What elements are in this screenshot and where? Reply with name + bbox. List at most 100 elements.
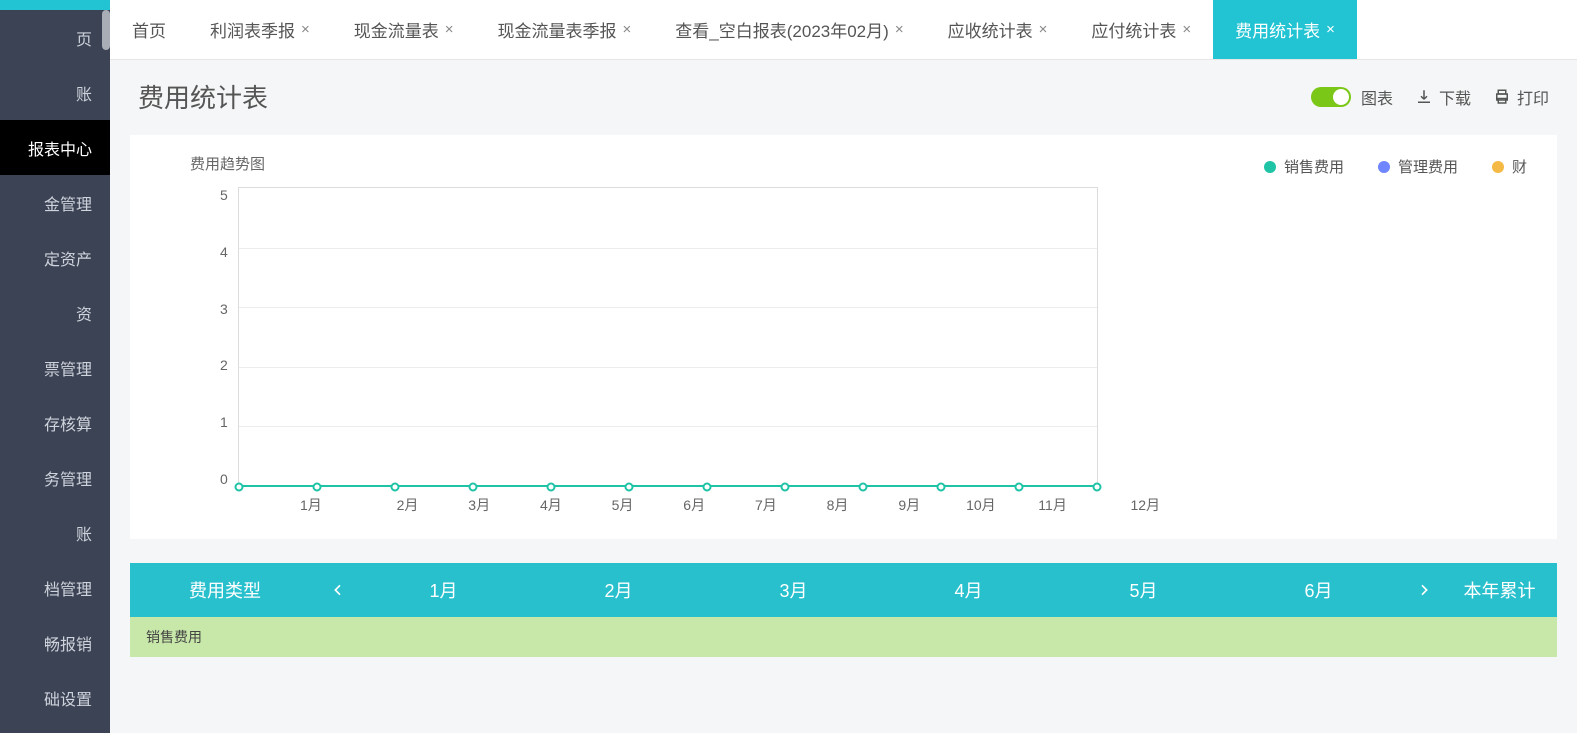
legend-item[interactable]: 管理费用 xyxy=(1378,156,1458,177)
toggle-switch-icon[interactable] xyxy=(1311,87,1351,107)
sidebar: 页账报表中心金管理定资产资票管理存核算务管理账档管理畅报销础设置 xyxy=(0,0,110,733)
sidebar-item-7[interactable]: 存核算 xyxy=(0,395,110,450)
tab-0[interactable]: 首页 xyxy=(110,0,188,59)
sidebar-scrollbar[interactable] xyxy=(102,10,110,50)
table-row[interactable]: 销售费用 xyxy=(130,617,1557,657)
col-month: 5月 xyxy=(1056,577,1231,603)
tab-4[interactable]: 查看_空白报表(2023年02月) × xyxy=(653,0,925,59)
tab-label: 现金流量表 xyxy=(354,17,439,42)
sidebar-item-12[interactable]: 础设置 xyxy=(0,670,110,725)
col-month: 2月 xyxy=(531,577,706,603)
x-tick: 9月 xyxy=(873,495,945,515)
legend-dot-icon xyxy=(1492,161,1504,173)
tab-2[interactable]: 现金流量表 × xyxy=(332,0,476,59)
data-point xyxy=(624,483,633,492)
data-point xyxy=(1092,483,1101,492)
y-tick: 4 xyxy=(220,244,228,260)
sidebar-item-10[interactable]: 档管理 xyxy=(0,560,110,615)
chart-card: 费用趋势图 销售费用管理费用财 543210 1月2月3月4月5月6月7月8月9… xyxy=(130,135,1557,539)
y-tick: 3 xyxy=(220,301,228,317)
x-tick: 8月 xyxy=(802,495,874,515)
main: 首页利润表季报×现金流量表×现金流量表季报×查看_空白报表(2023年02月)×… xyxy=(110,0,1577,733)
scroll-right-button[interactable] xyxy=(1406,582,1442,598)
data-point xyxy=(780,483,789,492)
x-tick: 5月 xyxy=(587,495,659,515)
print-icon xyxy=(1493,88,1511,106)
chart-toggle[interactable]: 图表 xyxy=(1311,85,1393,109)
close-icon[interactable]: × xyxy=(623,21,632,38)
print-button[interactable]: 打印 xyxy=(1493,85,1549,109)
y-tick: 1 xyxy=(220,414,228,430)
legend-item[interactable]: 销售费用 xyxy=(1264,156,1344,177)
sidebar-item-8[interactable]: 务管理 xyxy=(0,450,110,505)
series-line xyxy=(239,485,1097,487)
close-icon[interactable]: × xyxy=(1182,21,1191,38)
close-icon[interactable]: × xyxy=(445,21,454,38)
page-title: 费用统计表 xyxy=(138,78,268,115)
chart-x-axis: 1月2月3月4月5月6月7月8月9月10月11月12月 xyxy=(300,495,1160,515)
close-icon[interactable]: × xyxy=(1326,21,1335,38)
chart-plot xyxy=(238,187,1098,487)
chart-toggle-label: 图表 xyxy=(1361,85,1393,109)
tab-6[interactable]: 应付统计表× xyxy=(1069,0,1213,59)
download-label: 下载 xyxy=(1439,85,1471,109)
gridline xyxy=(239,248,1097,249)
month-columns: 1月2月3月4月5月6月 xyxy=(356,577,1406,603)
chevron-left-icon xyxy=(330,582,346,598)
close-icon[interactable]: × xyxy=(895,21,904,38)
sidebar-item-5[interactable]: 资 xyxy=(0,285,110,340)
col-type: 费用类型 xyxy=(130,577,320,603)
page-header: 费用统计表 图表 下载 打印 xyxy=(110,60,1577,125)
legend-label: 财 xyxy=(1512,156,1527,177)
data-point xyxy=(546,483,555,492)
x-tick: 6月 xyxy=(658,495,730,515)
tab-3[interactable]: 现金流量表季报× xyxy=(476,0,654,59)
data-point xyxy=(1014,483,1023,492)
table-header: 费用类型 1月2月3月4月5月6月 本年累计 xyxy=(130,563,1557,617)
tab-7[interactable]: 费用统计表 × xyxy=(1213,0,1357,59)
sidebar-item-0[interactable]: 页 xyxy=(0,10,110,65)
legend-label: 管理费用 xyxy=(1398,156,1458,177)
col-month: 3月 xyxy=(706,577,881,603)
sidebar-item-11[interactable]: 畅报销 xyxy=(0,615,110,670)
data-point xyxy=(468,483,477,492)
col-month: 6月 xyxy=(1231,577,1406,603)
legend-label: 销售费用 xyxy=(1284,156,1344,177)
x-tick: 7月 xyxy=(730,495,802,515)
close-icon[interactable]: × xyxy=(301,21,310,38)
chart-y-axis: 543210 xyxy=(220,187,238,487)
x-tick: 2月 xyxy=(372,495,444,515)
tab-label: 应收统计表 xyxy=(948,17,1033,42)
data-point xyxy=(234,483,243,492)
legend-dot-icon xyxy=(1264,161,1276,173)
download-icon xyxy=(1415,88,1433,106)
cell-type: 销售费用 xyxy=(130,627,320,647)
tab-label: 利润表季报 xyxy=(210,17,295,42)
tab-1[interactable]: 利润表季报 × xyxy=(188,0,332,59)
chevron-right-icon xyxy=(1416,582,1432,598)
close-icon[interactable]: × xyxy=(1039,21,1048,38)
tab-label: 费用统计表 xyxy=(1235,17,1320,42)
chart-legend: 销售费用 管理费用 财 xyxy=(150,156,1537,177)
tab-5[interactable]: 应收统计表 × xyxy=(926,0,1070,59)
data-point xyxy=(702,483,711,492)
gridline xyxy=(239,426,1097,427)
y-tick: 2 xyxy=(220,357,228,373)
gridline xyxy=(239,307,1097,308)
x-tick: 4月 xyxy=(515,495,587,515)
scroll-left-button[interactable] xyxy=(320,582,356,598)
tab-bar: 首页利润表季报×现金流量表×现金流量表季报×查看_空白报表(2023年02月)×… xyxy=(110,0,1577,60)
download-button[interactable]: 下载 xyxy=(1415,85,1471,109)
data-point xyxy=(936,483,945,492)
sidebar-item-6[interactable]: 票管理 xyxy=(0,340,110,395)
x-tick: 3月 xyxy=(443,495,515,515)
sidebar-item-3[interactable]: 金管理 xyxy=(0,175,110,230)
tab-label: 查看_空白报表(2023年02月) xyxy=(675,17,889,42)
sidebar-item-4[interactable]: 定资产 xyxy=(0,230,110,285)
x-tick: 10月 xyxy=(945,495,1017,515)
legend-item[interactable]: 财 xyxy=(1492,156,1527,177)
sidebar-item-2[interactable]: 报表中心 xyxy=(0,120,110,175)
sidebar-item-1[interactable]: 账 xyxy=(0,65,110,120)
expense-table: 费用类型 1月2月3月4月5月6月 本年累计 销售费用 xyxy=(130,563,1557,657)
sidebar-item-9[interactable]: 账 xyxy=(0,505,110,560)
